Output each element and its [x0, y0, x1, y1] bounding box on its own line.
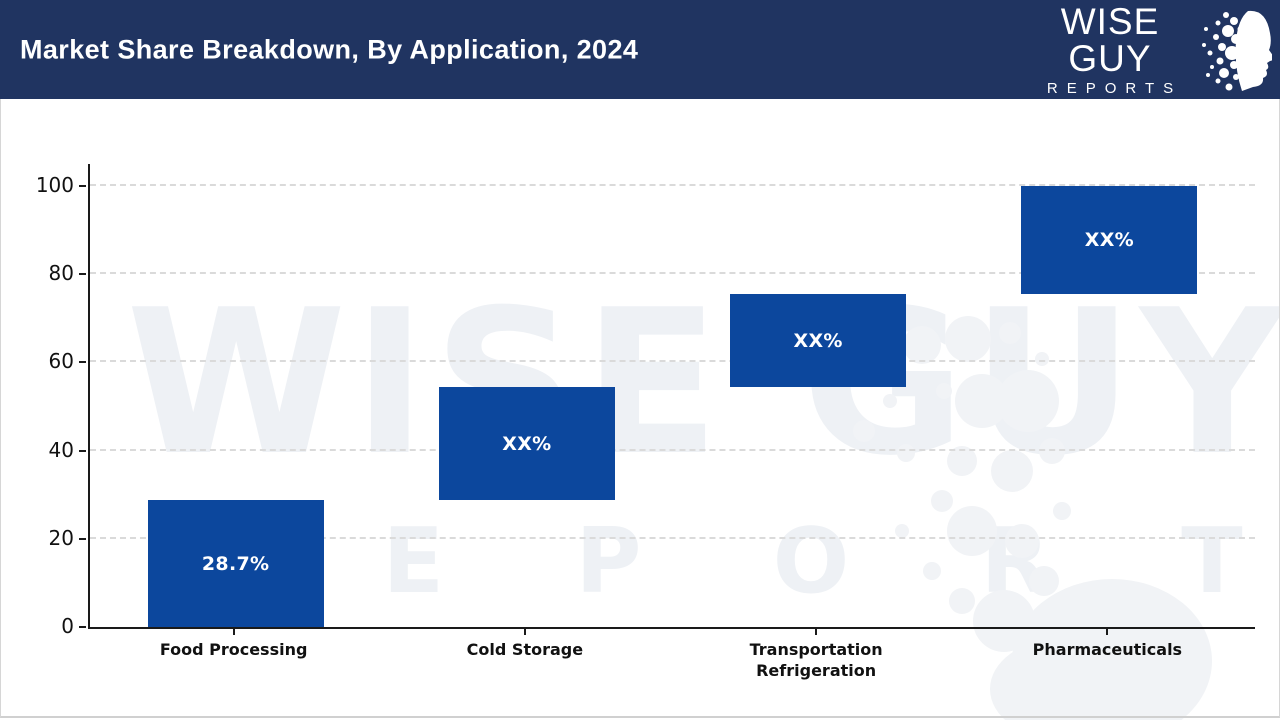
x-tick-mark — [523, 629, 526, 635]
bar-value-label: 28.7% — [201, 552, 270, 575]
logo-face-icon — [1202, 10, 1272, 91]
y-tick-label: 60 — [48, 349, 74, 374]
wise-guy-reports-logo: WISE GUY REPORTS — [1024, 3, 1272, 97]
bar-value-label: XX% — [793, 329, 843, 352]
bar-cold-storage: XX% — [438, 387, 615, 501]
plot-area: 28.7% XX% XX% XX% — [88, 164, 1255, 629]
logo-text: WISE GUY REPORTS — [1024, 3, 1196, 97]
bar-value-label: XX% — [502, 432, 552, 455]
x-category-label-pharmaceuticals: Pharmaceuticals — [1032, 640, 1183, 659]
x-category-label-food-processing: Food Processing — [159, 640, 308, 659]
gridline-40 — [90, 448, 1255, 451]
x-tick-mark — [1106, 629, 1109, 635]
logo-reports-label: REPORTS — [1046, 80, 1183, 97]
x-category-label-transportation-refrigeration: Transportation Refrigeration — [749, 640, 883, 680]
y-tick-label: 80 — [48, 261, 74, 286]
header-bar: Market Share Breakdown, By Application, … — [0, 0, 1280, 99]
gridline-60 — [90, 360, 1255, 363]
bar-pharmaceuticals: XX% — [1021, 186, 1198, 295]
bar-food-processing: 28.7% — [147, 500, 324, 627]
bar-value-label: XX% — [1084, 229, 1134, 252]
chart-title: Market Share Breakdown, By Application, … — [20, 34, 639, 64]
bar-transportation-refrigeration: XX% — [730, 294, 907, 388]
y-tick-label: 40 — [48, 437, 74, 462]
y-tick-mark — [79, 273, 86, 276]
x-tick-mark — [815, 629, 818, 635]
y-tick-label: 0 — [61, 614, 74, 638]
gridline-20 — [90, 536, 1255, 539]
logo-wiseguy-label: WISE GUY — [1060, 1, 1160, 79]
y-tick-label: 100 — [35, 173, 74, 198]
y-tick-mark — [79, 361, 86, 364]
y-tick-label: 20 — [48, 525, 74, 550]
x-category-label-cold-storage: Cold Storage — [466, 640, 584, 659]
x-tick-mark — [232, 629, 235, 635]
y-tick-mark — [79, 626, 86, 628]
y-tick-mark — [79, 537, 86, 540]
gridline-80 — [90, 272, 1255, 275]
y-tick-mark — [79, 449, 86, 452]
y-tick-mark — [79, 185, 86, 188]
gridline-100 — [90, 184, 1255, 187]
